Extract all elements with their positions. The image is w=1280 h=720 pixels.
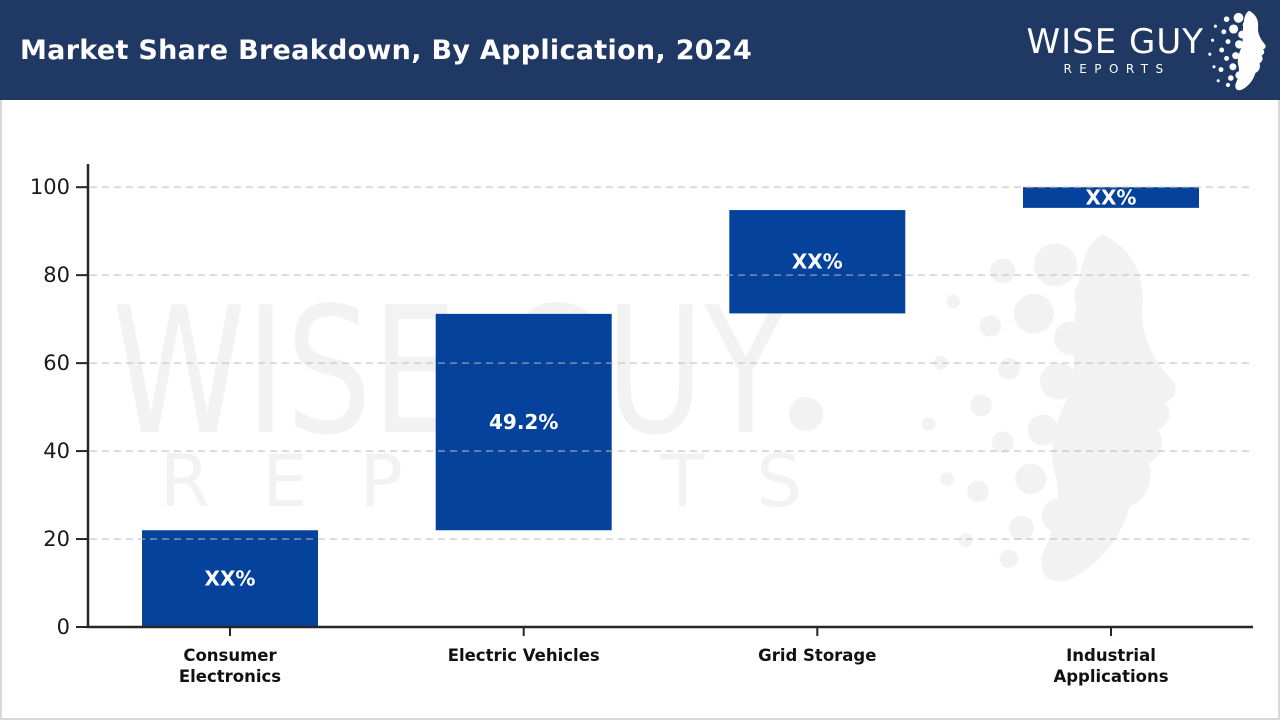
bar-value-label: 49.2%: [489, 410, 558, 434]
brand-subname: REPORTS: [1063, 61, 1171, 76]
bar-consumer-electronics: [142, 530, 318, 627]
brand-name: WISE GUY: [1026, 21, 1204, 62]
x-tick-label-0: Consumer Electronics: [179, 646, 281, 686]
bar-value-label: XX%: [1086, 186, 1137, 210]
y-tick-label: 100: [30, 175, 70, 199]
y-tick-label: 60: [43, 351, 70, 375]
y-tick-label: 20: [43, 527, 70, 551]
page-title: Market Share Breakdown, By Application, …: [20, 34, 753, 66]
bar-value-label: XX%: [792, 250, 843, 274]
bar-industrial-applications: [1023, 187, 1199, 208]
watermark-head-icon: [921, 234, 1176, 582]
brand-head-icon: [1208, 10, 1266, 91]
y-tick-label: 40: [43, 439, 70, 463]
brand-logo-text: WISE GUY REPORTS: [1026, 25, 1204, 76]
y-tick-label: 0: [57, 615, 70, 639]
x-tick-label-1: Electric Vehicles: [448, 646, 600, 665]
bar-value-label: XX%: [205, 567, 256, 591]
x-tick-label-3: Industrial Applications: [1053, 646, 1168, 686]
bar-grid-storage: [729, 210, 906, 314]
y-tick-label: 80: [43, 263, 70, 287]
watermark-period-dot: [789, 397, 823, 431]
header: Market Share Breakdown, By Application, …: [0, 0, 1280, 100]
bar-electric-vehicles: [435, 313, 612, 531]
brand-logo: WISE GUY REPORTS: [1026, 8, 1270, 92]
x-tick-label-2: Grid Storage: [758, 646, 876, 665]
